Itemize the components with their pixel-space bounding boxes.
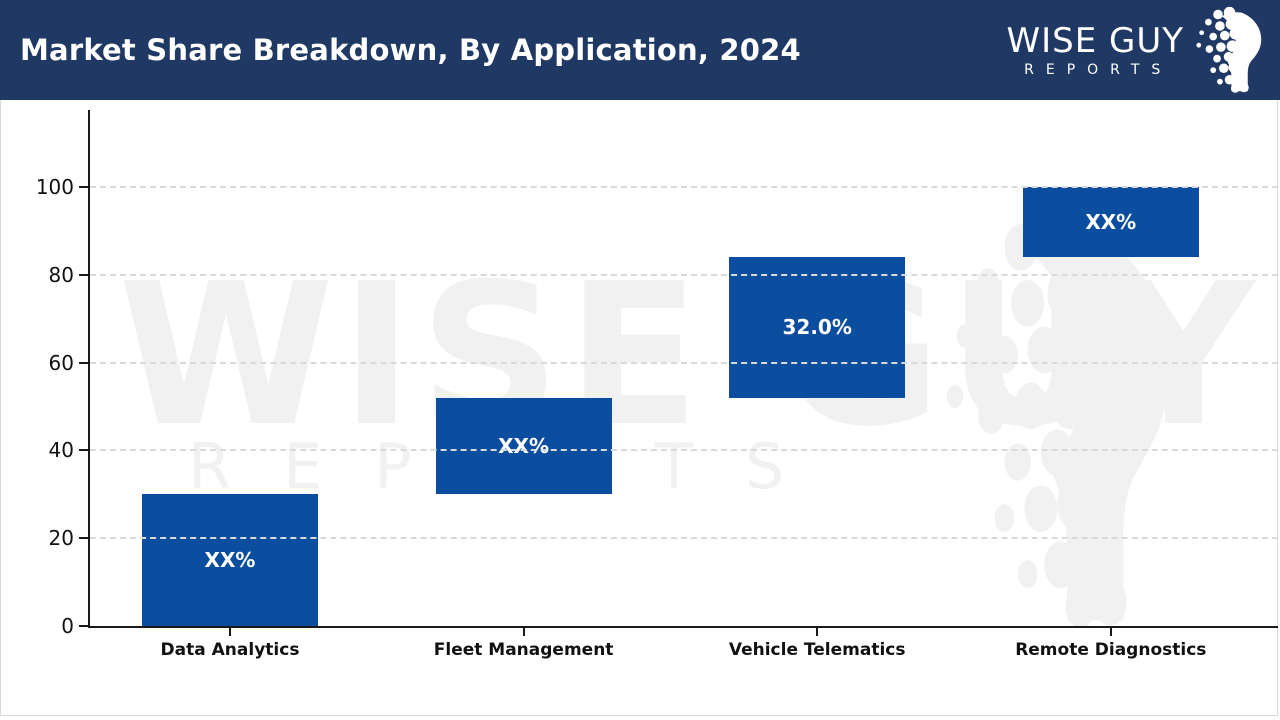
bar-fleet-management: XX% bbox=[435, 397, 612, 495]
y-tick-mark bbox=[79, 625, 88, 627]
x-tick-mark bbox=[1109, 627, 1112, 636]
y-tick-label: 60 bbox=[48, 350, 74, 375]
bar-value-label: 32.0% bbox=[782, 315, 852, 340]
bar-vehicle-telematics: 32.0% bbox=[729, 257, 906, 398]
logo-subtitle: REPORTS bbox=[1024, 62, 1173, 78]
y-tick-label: 100 bbox=[35, 175, 74, 199]
bar-value-label: XX% bbox=[498, 433, 550, 458]
y-tick-label: 20 bbox=[48, 526, 74, 551]
gridline bbox=[90, 537, 1278, 540]
y-axis-line bbox=[88, 110, 90, 628]
gridline bbox=[90, 273, 1278, 276]
y-tick-label: 40 bbox=[48, 438, 74, 463]
y-tick-mark bbox=[79, 449, 88, 452]
x-axis-line bbox=[88, 626, 1278, 628]
logo-text: WISE GUY REPORTS bbox=[1006, 22, 1184, 78]
header-band: Market Share Breakdown, By Application, … bbox=[0, 0, 1280, 100]
x-tick-mark bbox=[816, 627, 819, 636]
dotted-face-icon bbox=[1170, 6, 1266, 94]
y-tick-label: 0 bbox=[61, 614, 74, 638]
bar-value-label: XX% bbox=[204, 548, 256, 573]
y-tick-mark bbox=[79, 537, 88, 540]
chart-title: Market Share Breakdown, By Application, … bbox=[20, 33, 801, 67]
wise-guy-reports-logo: WISE GUY REPORTS bbox=[1006, 4, 1266, 96]
bar-value-label: XX% bbox=[1085, 210, 1137, 235]
gridline bbox=[90, 449, 1278, 452]
x-tick-mark bbox=[522, 627, 525, 636]
y-tick-mark bbox=[79, 186, 88, 188]
x-category-label: Vehicle Telematics bbox=[728, 640, 906, 660]
y-tick-label: 80 bbox=[48, 262, 74, 287]
y-tick-mark bbox=[79, 273, 88, 276]
bar-remote-diagnostics: XX% bbox=[1022, 187, 1199, 258]
gridline bbox=[90, 361, 1278, 364]
logo-wordmark: WISE GUY bbox=[1006, 21, 1184, 61]
x-tick-mark bbox=[229, 627, 231, 636]
x-category-label: Remote Diagnostics bbox=[1015, 640, 1207, 660]
x-category-label: Fleet Management bbox=[433, 640, 614, 660]
x-category-label: Data Analytics bbox=[160, 640, 300, 660]
y-tick-mark bbox=[79, 361, 88, 364]
gridline bbox=[90, 186, 1278, 188]
bar-data-analytics: XX% bbox=[142, 494, 318, 626]
